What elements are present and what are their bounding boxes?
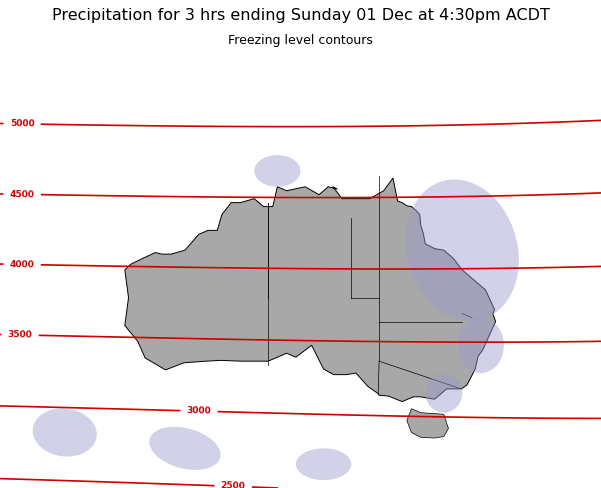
Text: 3500: 3500 xyxy=(8,330,32,340)
Text: Freezing level contours: Freezing level contours xyxy=(228,34,373,47)
Text: 3000: 3000 xyxy=(186,407,212,416)
Ellipse shape xyxy=(254,155,300,187)
Ellipse shape xyxy=(426,373,462,413)
Text: Precipitation for 3 hrs ending Sunday 01 Dec at 4:30pm ACDT: Precipitation for 3 hrs ending Sunday 01… xyxy=(52,8,549,23)
Ellipse shape xyxy=(32,408,97,457)
Ellipse shape xyxy=(406,180,519,321)
Text: 5000: 5000 xyxy=(10,119,34,128)
Text: 2500: 2500 xyxy=(221,482,246,488)
Ellipse shape xyxy=(149,427,221,470)
Ellipse shape xyxy=(458,318,504,373)
Ellipse shape xyxy=(296,448,352,480)
Polygon shape xyxy=(407,409,448,438)
Text: 4000: 4000 xyxy=(10,260,35,269)
Text: 4500: 4500 xyxy=(10,190,35,199)
Polygon shape xyxy=(125,178,496,402)
